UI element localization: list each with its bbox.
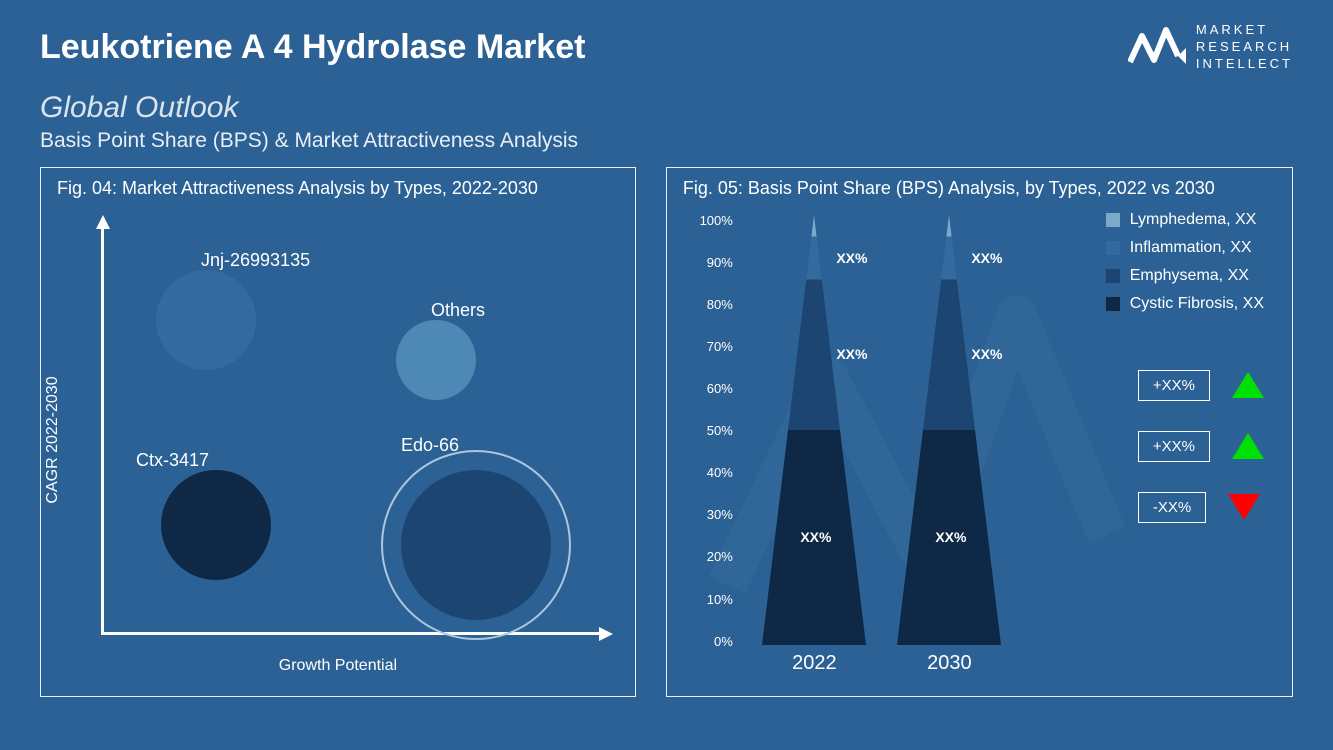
x-axis <box>101 632 605 635</box>
y-axis <box>101 225 104 635</box>
cone-value: XX% <box>800 529 831 545</box>
cone-value: XX% <box>836 250 867 266</box>
logo-icon <box>1128 22 1188 72</box>
cone-value: XX% <box>971 250 1002 266</box>
y-tick: 80% <box>689 297 733 312</box>
cone-year: 2022 <box>792 652 837 675</box>
legend-swatch <box>1106 213 1120 227</box>
delta-item: +XX% <box>1138 370 1264 401</box>
legend-item: Emphysema, XX <box>1106 267 1264 285</box>
bubble-label: Edo-66 <box>401 435 459 456</box>
bubble-label: Jnj-26993135 <box>201 250 310 271</box>
y-tick: 60% <box>689 381 733 396</box>
bubble <box>156 270 256 370</box>
triangle-down-icon <box>1228 494 1260 520</box>
legend-item: Cystic Fibrosis, XX <box>1106 295 1264 313</box>
brand-logo: MARKET RESEARCH INTELLECT <box>1128 22 1293 73</box>
legend-label: Emphysema, XX <box>1130 267 1249 285</box>
cone: XX%XX%XX%2030 <box>889 215 1009 645</box>
bubble <box>161 470 271 580</box>
legend-swatch <box>1106 297 1120 311</box>
cone-segment <box>889 215 1009 645</box>
chart-row: Fig. 04: Market Attractiveness Analysis … <box>0 153 1333 697</box>
legend-swatch <box>1106 241 1120 255</box>
fig05-plot: 0% 10% 20% 30% 40% 50% 60% 70% 80% 90% 100% XX% XX%… <box>667 205 1292 685</box>
delta-value: -XX% <box>1138 492 1206 523</box>
y-tick: 30% <box>689 507 733 522</box>
y-tick: 0% <box>689 634 733 649</box>
fig04-chart: Fig. 04: Market Attractiveness Analysis … <box>40 167 636 697</box>
y-tick: 20% <box>689 549 733 564</box>
cone-value: XX% <box>836 346 867 362</box>
delta-value: +XX% <box>1138 370 1210 401</box>
logo-text: MARKET RESEARCH INTELLECT <box>1196 22 1293 73</box>
y-tick: 100% <box>689 213 733 228</box>
bubble <box>396 320 476 400</box>
global-outlook: Global Outlook <box>40 91 1293 125</box>
subtitle-block: Global Outlook Basis Point Share (BPS) &… <box>0 83 1333 153</box>
delta-item: -XX% <box>1138 492 1264 523</box>
page-title: Leukotriene A 4 Hydrolase Market <box>40 28 585 67</box>
bubble-label: Others <box>431 300 485 321</box>
cone-year: 2030 <box>927 652 972 675</box>
y-tick: 70% <box>689 339 733 354</box>
triangle-up-icon <box>1232 372 1264 398</box>
x-axis-arrow-icon <box>599 627 613 641</box>
cone-value: XX% <box>971 346 1002 362</box>
y-tick: 90% <box>689 255 733 270</box>
legend-label: Cystic Fibrosis, XX <box>1130 295 1264 313</box>
legend-swatch <box>1106 269 1120 283</box>
bubble-label: Ctx-3417 <box>136 450 209 471</box>
legend: Lymphedema, XX Inflammation, XX Emphysema,… <box>1106 211 1264 323</box>
fig04-plot: CAGR 2022-2030 Growth Potential Jnj-2699… <box>41 205 635 675</box>
y-tick: 40% <box>689 465 733 480</box>
analysis-subtitle: Basis Point Share (BPS) & Market Attract… <box>40 129 1293 153</box>
fig05-chart: Fig. 05: Basis Point Share (BPS) Analysi… <box>666 167 1293 697</box>
delta-column: +XX% +XX% -XX% <box>1138 370 1264 523</box>
legend-label: Lymphedema, XX <box>1130 211 1257 229</box>
fig04-caption: Fig. 04: Market Attractiveness Analysis … <box>41 168 635 205</box>
fig05-caption: Fig. 05: Basis Point Share (BPS) Analysi… <box>667 168 1292 205</box>
header: Leukotriene A 4 Hydrolase Market MARKET … <box>0 0 1333 83</box>
bubble <box>401 470 551 620</box>
fig04-x-label: Growth Potential <box>279 657 397 675</box>
cone-group: XX%XX%XX%2022XX%XX%XX%2030 <box>747 215 1017 645</box>
y-tick: 10% <box>689 592 733 607</box>
legend-label: Inflammation, XX <box>1130 239 1252 257</box>
y-tick: 50% <box>689 423 733 438</box>
delta-value: +XX% <box>1138 431 1210 462</box>
triangle-up-icon <box>1232 433 1264 459</box>
fig04-y-label: CAGR 2022-2030 <box>44 376 62 503</box>
cone-segment <box>754 215 874 645</box>
cone: XX%XX%XX%2022 <box>754 215 874 645</box>
legend-item: Lymphedema, XX <box>1106 211 1264 229</box>
cone-value: XX% <box>935 529 966 545</box>
y-ticks: 0% 10% 20% 30% 40% 50% 60% 70% 80% 90% 100% <box>689 213 733 649</box>
y-axis-arrow-icon <box>96 215 110 229</box>
legend-item: Inflammation, XX <box>1106 239 1264 257</box>
delta-item: +XX% <box>1138 431 1264 462</box>
